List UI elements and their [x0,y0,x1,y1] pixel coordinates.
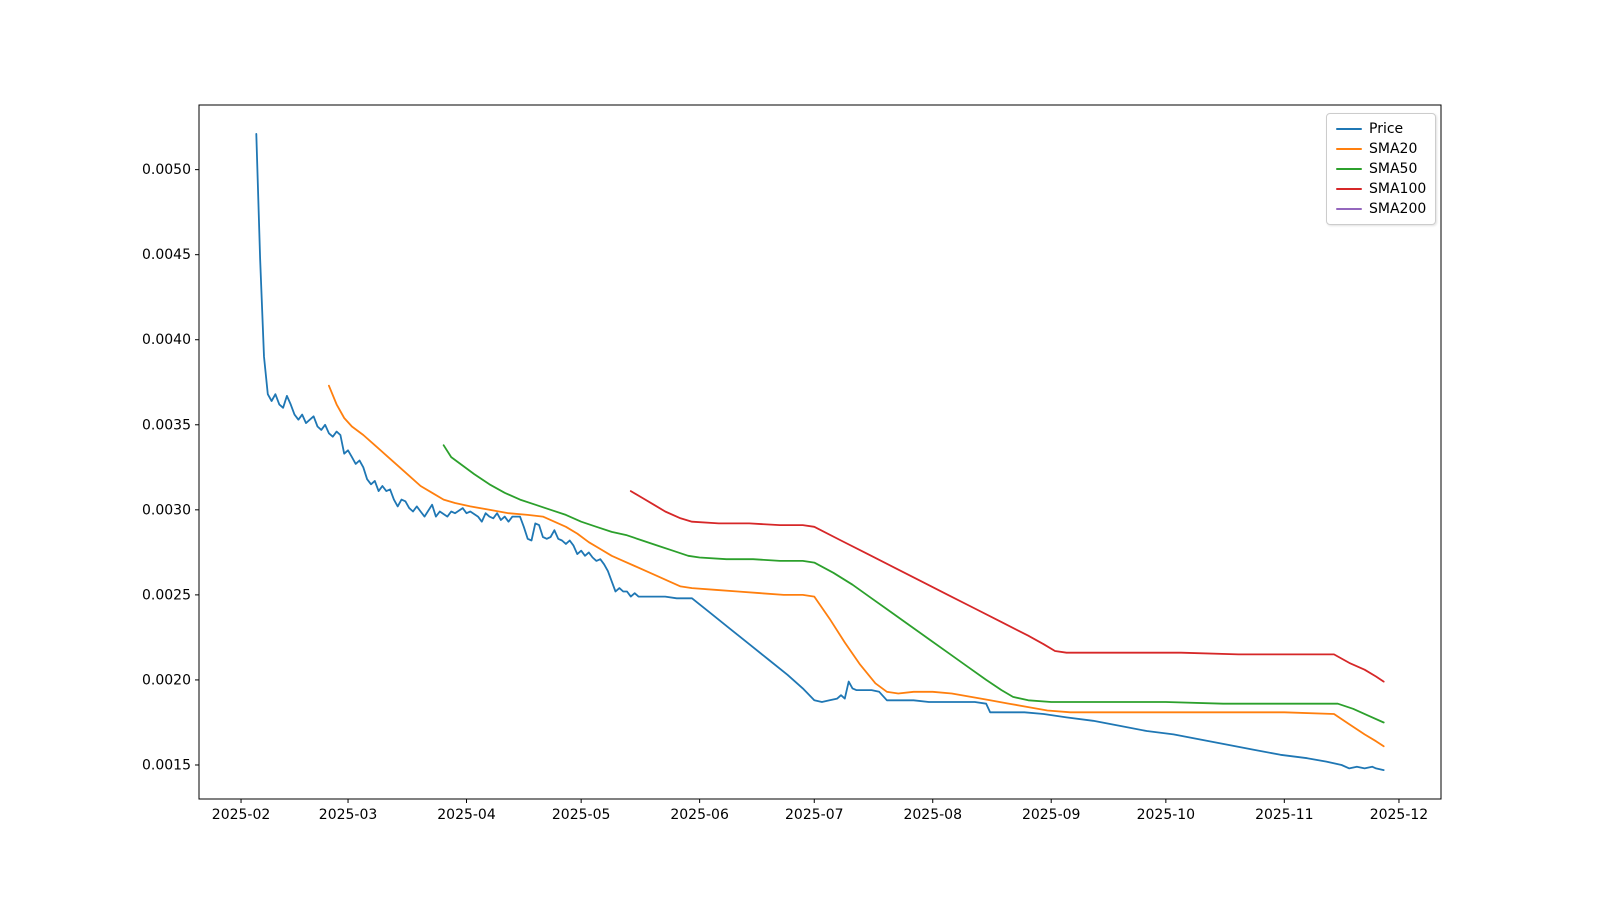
x-tick-label: 2025-10 [1137,807,1196,823]
legend-line-swatch-price [1336,128,1362,130]
y-tick-label: 0.0030 [142,502,191,518]
series-line-sma100 [629,490,1385,683]
y-tick-label: 0.0040 [142,332,191,348]
x-tick-label: 2025-09 [1022,807,1081,823]
x-tick-label: 2025-08 [903,807,962,823]
legend-line-swatch-sma100 [1336,188,1362,190]
y-tick-label: 0.0015 [142,757,191,773]
legend-label: Price [1369,121,1404,137]
y-tick-label: 0.0025 [142,587,191,603]
plot-frame [198,104,1442,800]
y-tick-label: 0.0045 [142,247,191,263]
x-tick-label: 2025-03 [319,807,378,823]
x-tick-label: 2025-07 [785,807,844,823]
x-tick-label: 2025-05 [552,807,611,823]
legend-item-sma20: SMA20 [1336,139,1426,159]
legend-line-swatch-sma200 [1336,208,1362,210]
series-line-price [255,132,1385,771]
legend-label: SMA200 [1369,201,1427,217]
y-tick-label: 0.0035 [142,417,191,433]
series-line-sma20 [327,384,1385,748]
legend-label: SMA100 [1369,181,1427,197]
legend-label: SMA50 [1369,161,1418,177]
x-tick-label: 2025-02 [212,807,271,823]
y-tick-label: 0.0050 [142,162,191,178]
chart-legend: Price SMA20 SMA50 SMA100 SMA200 [1326,113,1437,225]
legend-item-price: Price [1336,119,1426,139]
x-tick-label: 2025-04 [437,807,496,823]
legend-item-sma100: SMA100 [1336,179,1426,199]
x-tick-label: 2025-06 [670,807,729,823]
legend-line-swatch-sma20 [1336,148,1362,150]
y-tick-label: 0.0020 [142,672,191,688]
legend-item-sma200: SMA200 [1336,199,1426,219]
legend-label: SMA20 [1369,141,1418,157]
legend-line-swatch-sma50 [1336,168,1362,170]
legend-item-sma50: SMA50 [1336,159,1426,179]
x-tick-label: 2025-12 [1370,807,1429,823]
x-tick-label: 2025-11 [1255,807,1314,823]
series-line-sma50 [442,444,1385,724]
